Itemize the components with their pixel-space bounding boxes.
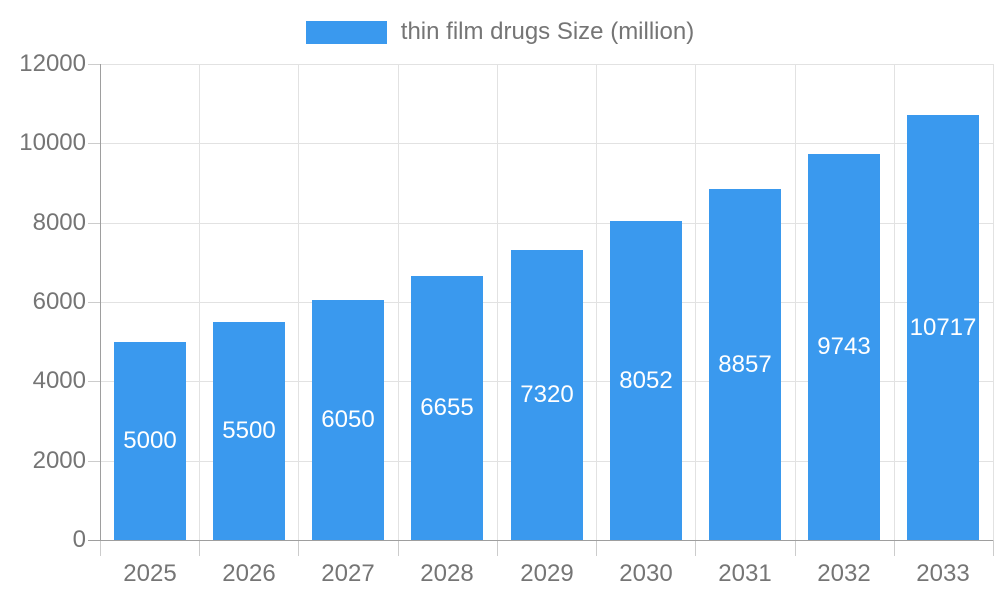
gridline-vertical: [199, 64, 200, 540]
legend-label: thin film drugs Size (million): [400, 18, 695, 45]
y-axis-tick: [88, 143, 100, 144]
bar-value-label: 5500: [222, 417, 276, 444]
legend-swatch: [305, 20, 387, 44]
gridline-vertical: [894, 64, 895, 540]
gridline-horizontal: [100, 223, 993, 224]
x-axis-label: 2025: [123, 560, 177, 587]
bar-2027: 6050: [312, 300, 384, 540]
bar-value-label: 8857: [718, 350, 772, 378]
bar-value-label: 8052: [619, 366, 673, 394]
gridline-vertical: [298, 64, 299, 540]
x-axis-label: 2029: [520, 560, 574, 587]
bar-2026: 5500: [213, 322, 285, 540]
bar-value-label: 5000: [123, 427, 177, 454]
gridline-vertical: [993, 64, 994, 540]
x-axis-tick: [100, 540, 101, 556]
x-axis-label: 2026: [222, 560, 276, 587]
gridline-vertical: [795, 64, 796, 540]
bar-value-label: 10717: [909, 313, 977, 341]
y-axis-tick: [88, 461, 100, 462]
x-axis-label: 2031: [718, 560, 772, 587]
bar-value-label: 9743: [817, 333, 871, 360]
y-axis-tick: [88, 64, 100, 65]
y-axis-tick: [88, 223, 100, 224]
x-axis-label: 2027: [321, 560, 375, 587]
x-axis-tick: [497, 540, 498, 556]
bar-2025: 5000: [114, 342, 186, 540]
x-axis-tick: [795, 540, 796, 556]
y-axis-label: 2000: [32, 447, 86, 474]
y-axis-label: 8000: [32, 209, 86, 236]
x-axis-tick: [993, 540, 994, 556]
bar-2031: 8857: [709, 189, 781, 540]
y-axis-label: 6000: [32, 288, 86, 315]
y-axis-label: 10000: [19, 129, 86, 156]
bar-2030: 8052: [610, 221, 682, 540]
bar-value-label: 7320: [520, 381, 574, 408]
x-axis-tick: [695, 540, 696, 556]
bar-2029: 7320: [511, 250, 583, 540]
x-axis-tick: [596, 540, 597, 556]
y-axis-line: [100, 64, 101, 540]
x-axis-tick: [398, 540, 399, 556]
x-axis-label: 2030: [619, 560, 673, 587]
x-axis-label: 2032: [817, 560, 871, 587]
bar-2033: 10717: [907, 115, 979, 540]
y-axis-label: 12000: [19, 50, 86, 77]
gridline-vertical: [596, 64, 597, 540]
bar-2028: 6655: [411, 276, 483, 540]
gridline-vertical: [398, 64, 399, 540]
y-axis-label: 4000: [32, 367, 86, 394]
y-axis-tick: [88, 381, 100, 382]
x-axis-tick: [298, 540, 299, 556]
x-axis-label: 2028: [420, 560, 474, 587]
x-axis-line: [88, 540, 993, 541]
bar-2032: 9743: [808, 154, 880, 540]
x-axis-tick: [199, 540, 200, 556]
legend: thin film drugs Size (million): [0, 18, 1000, 46]
y-axis-tick: [88, 302, 100, 303]
y-axis-label: 0: [72, 526, 86, 553]
bar-value-label: 6655: [420, 394, 474, 421]
gridline-horizontal: [100, 143, 993, 144]
gridline-horizontal: [100, 64, 993, 65]
x-axis-label: 2033: [916, 560, 970, 587]
gridline-vertical: [695, 64, 696, 540]
x-axis-tick: [894, 540, 895, 556]
gridline-vertical: [497, 64, 498, 540]
bar-value-label: 6050: [321, 406, 375, 433]
